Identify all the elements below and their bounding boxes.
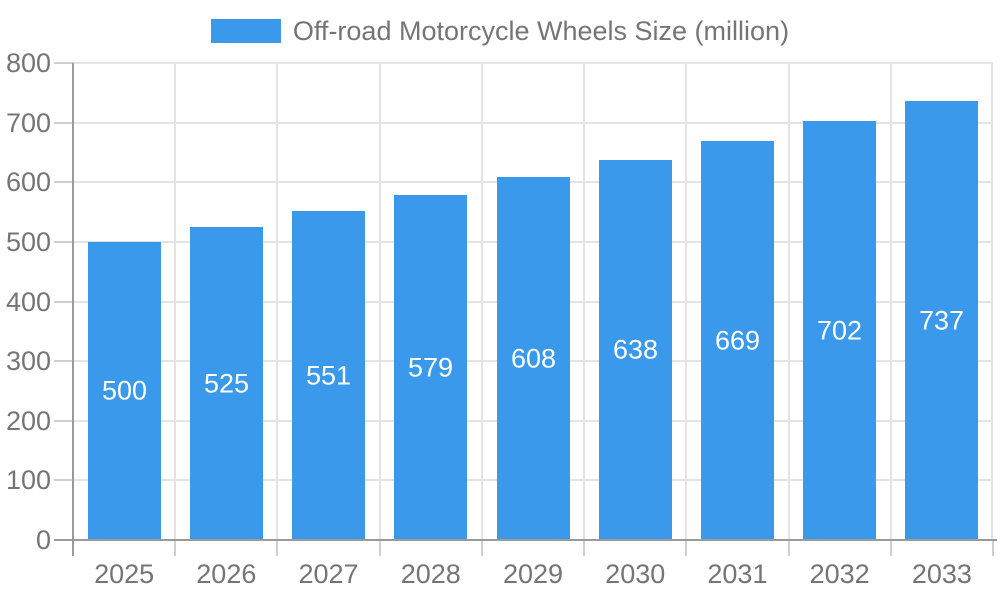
legend-item[interactable]: Off-road Motorcycle Wheels Size (million… [0,12,1000,50]
y-tick [54,479,73,482]
v-gridline [480,63,483,540]
v-gridline [378,63,381,540]
y-tick [54,360,73,363]
x-tick [174,540,177,556]
x-tick [787,540,790,556]
bar[interactable]: 579 [394,195,467,540]
y-axis-tick-label: 400 [5,286,51,317]
x-axis-tick-label: 2031 [707,559,768,589]
x-axis-tick-label: 2028 [400,559,461,589]
y-tick [54,300,73,303]
bar[interactable]: 500 [88,242,161,540]
x-axis-tick-label: 2030 [605,559,666,589]
v-gridline [787,63,790,540]
x-tick [583,540,586,556]
bar-value-label: 669 [714,325,761,355]
y-tick [54,181,73,184]
v-gridline [889,63,892,540]
y-axis-tick-label: 300 [5,346,51,377]
legend-label: Off-road Motorcycle Wheels Size (million… [292,15,790,46]
bar[interactable]: 737 [905,101,978,540]
bar-value-label: 737 [918,305,965,335]
bar[interactable]: 551 [292,211,365,540]
v-gridline [685,63,688,540]
y-axis-tick-label: 800 [5,48,51,78]
bar[interactable]: 669 [701,141,774,540]
bar-value-label: 608 [510,343,557,373]
bar-value-label: 525 [203,368,250,398]
x-tick [992,540,994,556]
legend-swatch [210,19,281,43]
x-axis-tick-label: 2029 [502,559,564,589]
y-axis-tick-label: 600 [5,167,51,198]
x-tick [276,540,279,556]
bar[interactable]: 702 [803,121,876,540]
v-gridline [583,63,586,540]
x-axis-tick-label: 2032 [809,559,870,589]
x-axis-line [54,539,997,541]
bar[interactable]: 608 [497,177,570,540]
x-tick [889,540,892,556]
y-axis-tick-label: 700 [5,107,51,138]
v-gridline [991,63,993,540]
bar-value-label: 500 [101,375,148,406]
plot-area: 500 525 551 579 608 638 669 702 737 [73,62,993,540]
y-tick [54,419,73,422]
y-tick [54,62,73,64]
y-axis-line [72,63,74,556]
x-axis-tick-label: 2026 [196,559,257,589]
h-gridline [73,121,993,124]
bar[interactable]: 638 [599,160,672,540]
v-gridline [276,63,279,540]
v-gridline [174,63,177,540]
bar-value-label: 638 [612,334,659,365]
y-axis-tick-label: 200 [5,405,51,436]
x-axis-tick-label: 2027 [298,559,359,589]
y-tick [54,121,73,124]
y-axis-tick-label: 500 [5,226,51,257]
x-axis-tick-label: 2033 [911,559,972,589]
x-tick [480,540,483,556]
x-tick [378,540,381,556]
y-axis-tick-label: 0 [35,525,51,555]
bar[interactable]: 525 [190,227,263,540]
x-axis-tick-label: 2025 [94,559,155,589]
y-tick [54,240,73,243]
h-gridline [73,62,993,65]
bar-value-label: 702 [816,315,863,345]
x-tick [685,540,688,556]
y-axis-tick-label: 100 [5,465,51,496]
bar-value-label: 579 [407,352,454,382]
bar-value-label: 551 [305,360,352,390]
